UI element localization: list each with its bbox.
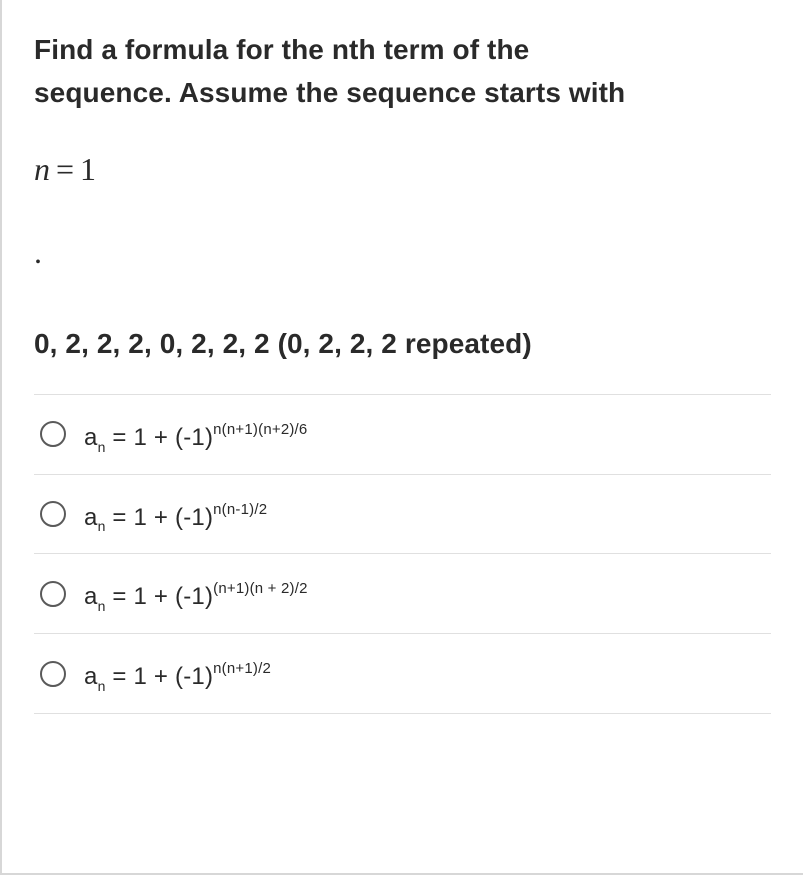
radio-icon[interactable]	[40, 501, 66, 527]
sub-n: n	[98, 518, 106, 534]
math-equals: =	[50, 151, 80, 187]
sub-n: n	[98, 678, 106, 694]
var-a: a	[84, 424, 98, 451]
formula-mid: = 1 + (-1)	[106, 504, 214, 531]
formula-mid: = 1 + (-1)	[106, 424, 214, 451]
radio-icon[interactable]	[40, 581, 66, 607]
radio-icon[interactable]	[40, 661, 66, 687]
formula-mid: = 1 + (-1)	[106, 663, 214, 690]
option-4[interactable]: an = 1 + (-1)n(n+1)/2	[34, 633, 771, 714]
options-list: an = 1 + (-1)n(n+1)(n+2)/6 an = 1 + (-1)…	[34, 394, 771, 714]
option-3-formula: an = 1 + (-1)(n+1)(n + 2)/2	[84, 582, 308, 613]
option-1-formula: an = 1 + (-1)n(n+1)(n+2)/6	[84, 423, 307, 454]
var-a: a	[84, 583, 98, 610]
question-period: .	[34, 236, 771, 268]
question-text-line1: Find a formula for the nth term of the	[34, 28, 771, 71]
option-4-formula: an = 1 + (-1)n(n+1)/2	[84, 662, 271, 693]
option-2[interactable]: an = 1 + (-1)n(n-1)/2	[34, 474, 771, 554]
math-variable: n	[34, 151, 50, 187]
question-text-line2: sequence. Assume the sequence starts wit…	[34, 71, 771, 114]
formula-exp: n(n+1)/2	[213, 660, 271, 677]
formula-mid: = 1 + (-1)	[106, 583, 214, 610]
var-a: a	[84, 504, 98, 531]
math-value: 1	[80, 151, 96, 187]
sub-n: n	[98, 439, 106, 455]
var-a: a	[84, 663, 98, 690]
option-2-formula: an = 1 + (-1)n(n-1)/2	[84, 503, 267, 534]
formula-exp: (n+1)(n + 2)/2	[213, 580, 308, 597]
option-3[interactable]: an = 1 + (-1)(n+1)(n + 2)/2	[34, 553, 771, 633]
question-math: n=1	[34, 151, 771, 188]
formula-exp: n(n+1)(n+2)/6	[213, 421, 307, 438]
radio-icon[interactable]	[40, 421, 66, 447]
sub-n: n	[98, 598, 106, 614]
sequence-text: 0, 2, 2, 2, 0, 2, 2, 2 (0, 2, 2, 2 repea…	[34, 328, 771, 360]
question-card: Find a formula for the nth term of the s…	[0, 0, 803, 875]
option-1[interactable]: an = 1 + (-1)n(n+1)(n+2)/6	[34, 394, 771, 474]
formula-exp: n(n-1)/2	[213, 501, 267, 518]
